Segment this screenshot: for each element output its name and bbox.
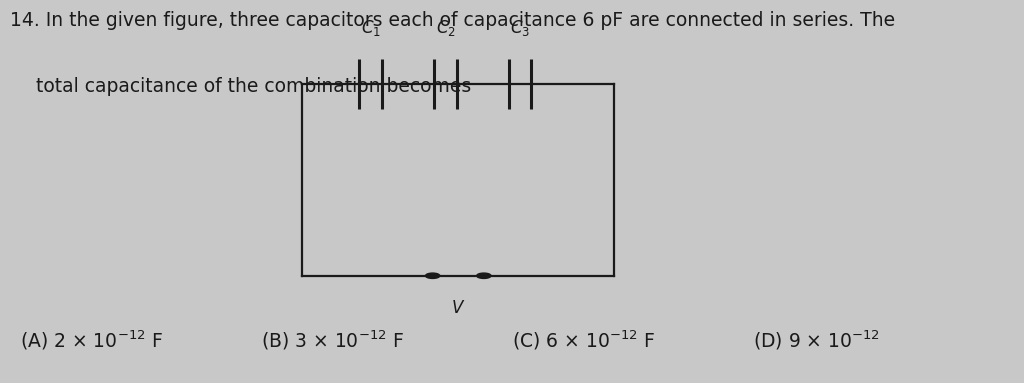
Text: $C_1$: $C_1$ bbox=[360, 18, 381, 38]
Text: total capacitance of the combination becomes: total capacitance of the combination bec… bbox=[36, 77, 471, 96]
Text: (A) 2 × 10$^{-12}$ F: (A) 2 × 10$^{-12}$ F bbox=[20, 329, 164, 352]
Text: $C_3$: $C_3$ bbox=[510, 18, 530, 38]
Text: (C) 6 × 10$^{-12}$ F: (C) 6 × 10$^{-12}$ F bbox=[512, 329, 655, 352]
Text: $C_2$: $C_2$ bbox=[435, 18, 456, 38]
Text: $V$: $V$ bbox=[451, 299, 466, 317]
Circle shape bbox=[426, 273, 440, 278]
Text: 14. In the given figure, three capacitors each of capacitance 6 pF are connected: 14. In the given figure, three capacitor… bbox=[10, 11, 895, 31]
Text: (B) 3 × 10$^{-12}$ F: (B) 3 × 10$^{-12}$ F bbox=[261, 329, 404, 352]
Circle shape bbox=[477, 273, 492, 278]
Text: (D) 9 × 10$^{-12}$: (D) 9 × 10$^{-12}$ bbox=[753, 329, 880, 352]
